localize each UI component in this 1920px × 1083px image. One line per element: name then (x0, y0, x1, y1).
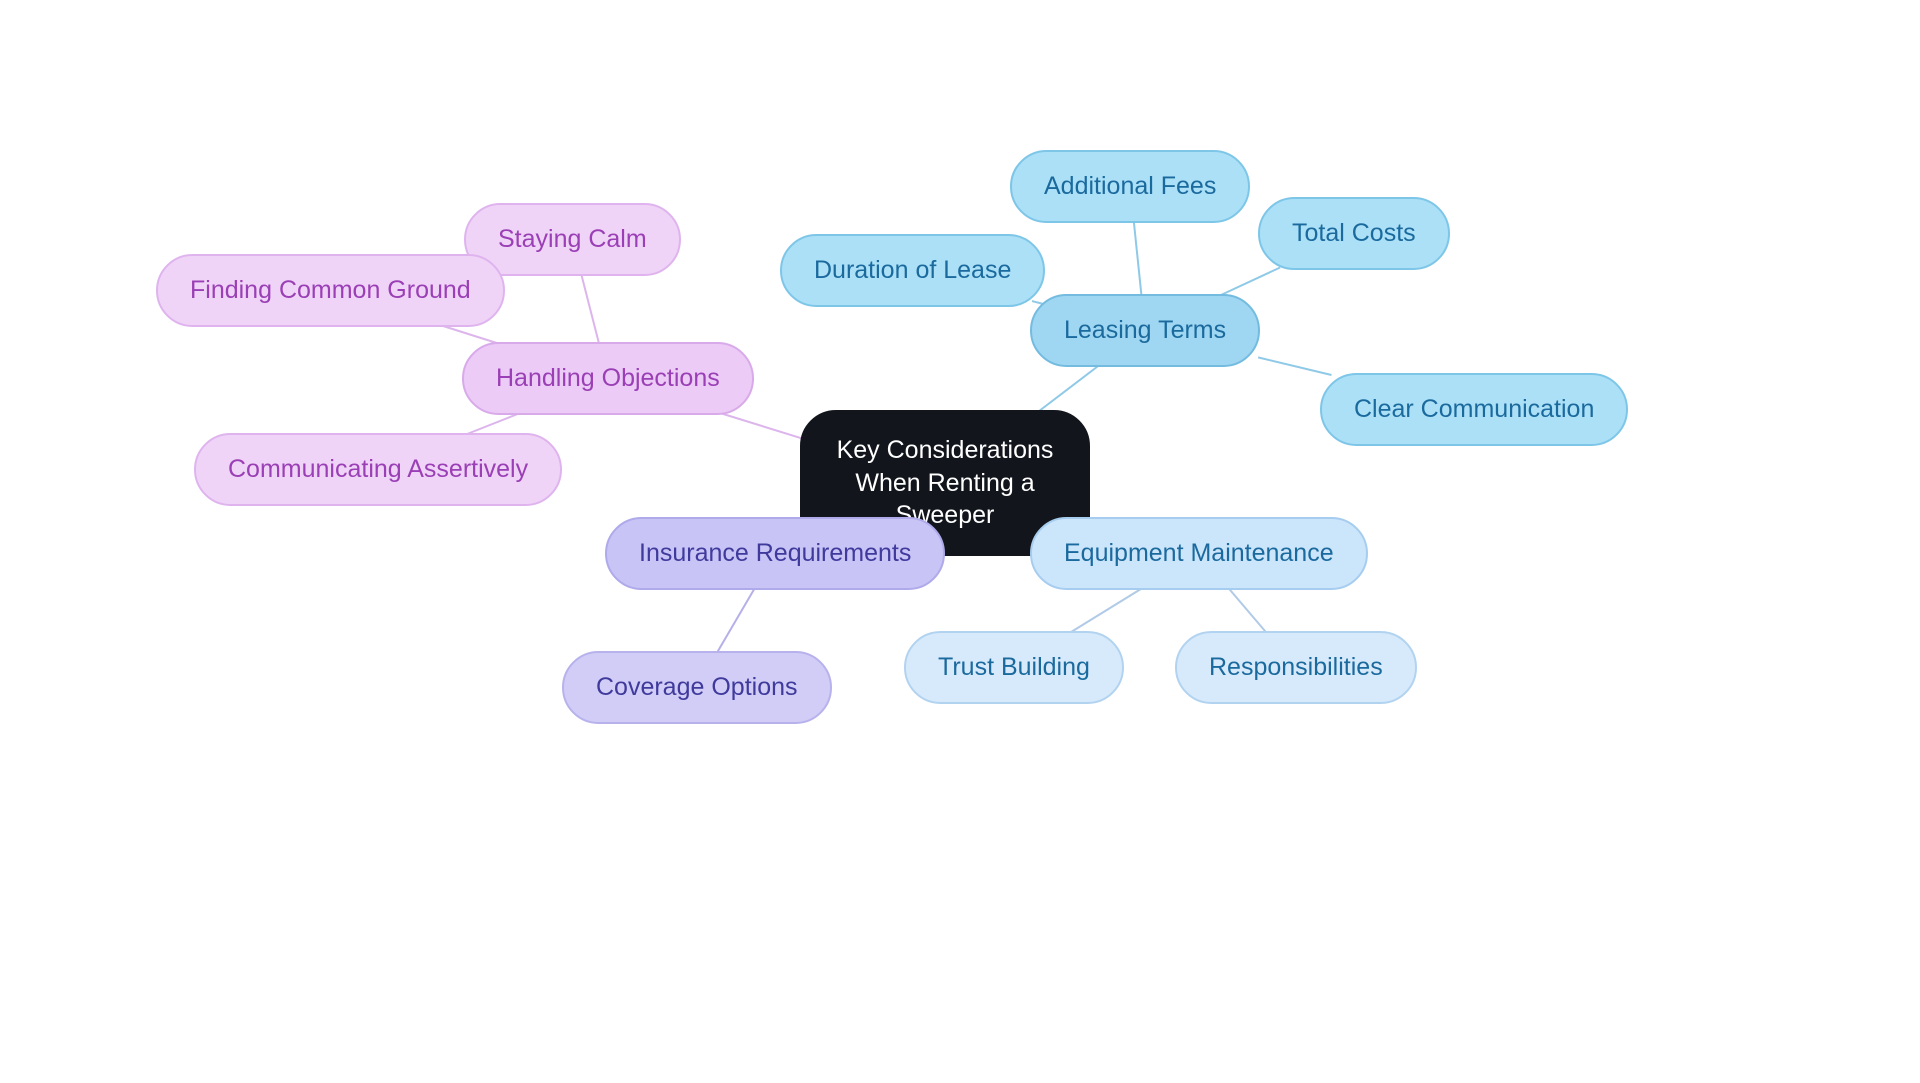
node-leasing: Leasing Terms (1030, 294, 1260, 367)
node-common: Finding Common Ground (156, 254, 505, 327)
node-coverage: Coverage Options (562, 651, 832, 724)
node-handling: Handling Objections (462, 342, 754, 415)
node-trust: Trust Building (904, 631, 1124, 704)
node-resp: Responsibilities (1175, 631, 1417, 704)
node-calm: Staying Calm (464, 203, 681, 276)
edge (1258, 357, 1331, 375)
node-clearcomm: Clear Communication (1320, 373, 1628, 446)
node-addfees: Additional Fees (1010, 150, 1250, 223)
edge (465, 413, 522, 436)
edge (1038, 365, 1100, 413)
node-equipment: Equipment Maintenance (1030, 517, 1368, 590)
edge (1228, 588, 1267, 634)
mindmap-canvas: Key Considerations When Renting a Sweepe… (0, 0, 1920, 1083)
edge (718, 413, 802, 439)
edge (717, 588, 755, 654)
edge (438, 325, 499, 345)
edge (581, 274, 599, 345)
node-duration: Duration of Lease (780, 234, 1045, 307)
node-totalcosts: Total Costs (1258, 197, 1450, 270)
edge (1134, 221, 1142, 297)
node-assert: Communicating Assertively (194, 433, 562, 506)
edge (1219, 268, 1280, 297)
node-insurance: Insurance Requirements (605, 517, 945, 590)
edge (1069, 588, 1143, 634)
